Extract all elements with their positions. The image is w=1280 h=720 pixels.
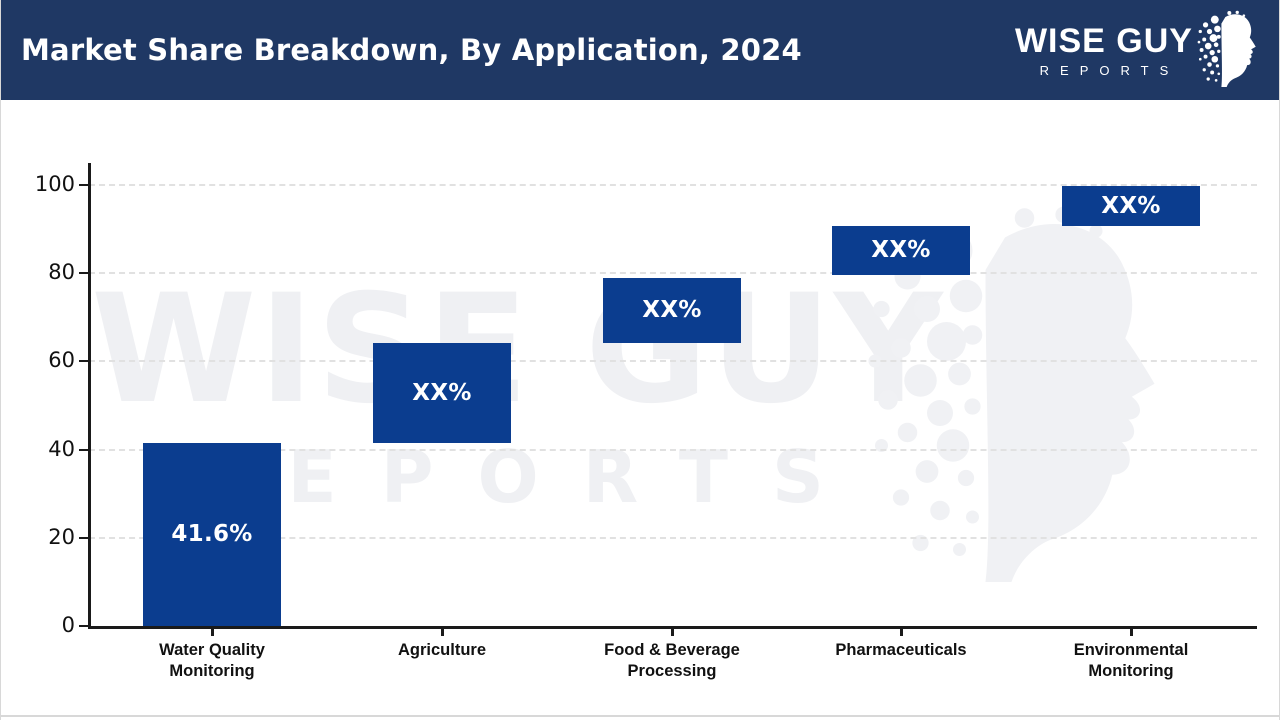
x-axis-line bbox=[88, 626, 1257, 629]
y-tick-label: 80 bbox=[48, 260, 75, 285]
x-tick-mark bbox=[1130, 628, 1133, 636]
watermark-head-icon bbox=[868, 206, 1155, 582]
header-bar: Market Share Breakdown, By Application, … bbox=[1, 0, 1279, 100]
brand-subname: REPORTS bbox=[1039, 62, 1180, 78]
waterfall-bar: 41.6% bbox=[143, 442, 281, 626]
watermark-brand-subname: REPORTS bbox=[188, 435, 868, 519]
y-tick-mark bbox=[79, 536, 89, 539]
watermark-brand-name: WISE GUY bbox=[91, 263, 945, 437]
brand-logo: WISE GUY REPORTS bbox=[1015, 7, 1261, 93]
bottom-border bbox=[1, 715, 1279, 717]
bar-value-label: XX% bbox=[642, 297, 702, 324]
bar-value-label: 41.6% bbox=[171, 521, 253, 548]
dotted-head-logo-icon bbox=[1197, 10, 1256, 87]
y-tick-label: 20 bbox=[48, 524, 75, 549]
gridline bbox=[89, 448, 1257, 451]
y-tick-mark bbox=[79, 184, 89, 186]
gridline bbox=[89, 536, 1257, 539]
x-tick-mark bbox=[441, 628, 444, 636]
bar-value-label: XX% bbox=[1101, 193, 1161, 220]
watermark-text: WISE GUY REPORTS bbox=[91, 263, 945, 519]
x-tick-label: Water Quality Monitoring bbox=[159, 641, 265, 680]
waterfall-bar: XX% bbox=[373, 342, 511, 443]
x-tick-label: Food & Beverage Processing bbox=[604, 641, 740, 680]
gridline bbox=[89, 360, 1257, 363]
y-tick-mark bbox=[79, 448, 89, 451]
bar-value-label: XX% bbox=[871, 237, 931, 264]
waterfall-bar: XX% bbox=[1062, 186, 1200, 227]
y-tick-mark bbox=[79, 625, 89, 627]
y-tick-label: 0 bbox=[61, 613, 75, 637]
bar-value-label: XX% bbox=[412, 379, 472, 406]
waterfall-chart: WISE GUY REPORTS 0 20 40 60 80 100 41.6% Water … bbox=[1, 100, 1279, 720]
x-tick-mark bbox=[211, 628, 214, 636]
y-tick-label: 60 bbox=[48, 348, 75, 373]
brand-name: WISE GUY bbox=[1014, 21, 1193, 60]
gridline bbox=[89, 184, 1257, 186]
waterfall-bar: XX% bbox=[603, 278, 741, 343]
y-tick-mark bbox=[79, 272, 89, 275]
x-tick-mark bbox=[671, 628, 674, 636]
x-tick-mark bbox=[900, 628, 903, 636]
y-axis-line bbox=[88, 163, 91, 628]
y-tick-mark bbox=[79, 360, 89, 363]
y-tick-label: 100 bbox=[34, 172, 75, 196]
gridline bbox=[89, 272, 1257, 275]
page-title: Market Share Breakdown, By Application, … bbox=[21, 33, 802, 67]
x-tick-label: Pharmaceuticals bbox=[835, 641, 967, 659]
plot-area: 0 20 40 60 80 100 41.6% Water Quality Monitorin… bbox=[1, 100, 1279, 720]
brand-logo-text: WISE GUY REPORTS bbox=[1015, 24, 1193, 77]
waterfall-bar: XX% bbox=[832, 226, 970, 275]
y-tick-label: 40 bbox=[48, 436, 75, 461]
x-tick-label: Agriculture bbox=[397, 641, 486, 659]
x-tick-label: Environmental Monitoring bbox=[1073, 641, 1189, 680]
